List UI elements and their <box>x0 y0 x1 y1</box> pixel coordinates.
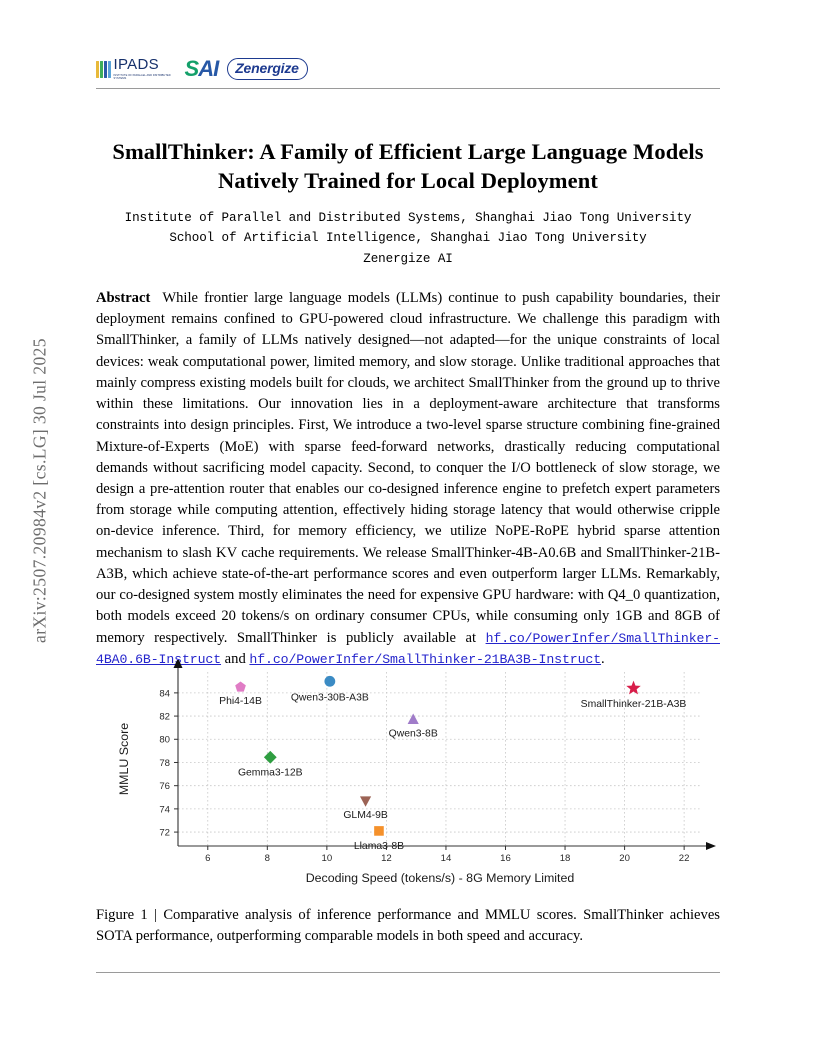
y-tick-label: 84 <box>159 688 170 699</box>
x-tick-label: 8 <box>265 853 270 864</box>
affiliation-line: Zenergize AI <box>363 251 453 266</box>
affiliations: Institute of Parallel and Distributed Sy… <box>96 208 720 269</box>
ipads-text: IPADS INSTITUTE OF PARALLEL AND DISTRIBU… <box>114 57 176 81</box>
figure-caption-prefix: Figure 1 | <box>96 907 164 923</box>
figure-caption: Figure 1 | Comparative analysis of infer… <box>96 905 720 946</box>
data-point-circle <box>324 675 336 687</box>
data-point-diamond <box>263 750 277 764</box>
scatter-chart: 6 8 10 12 14 16 18 20 22 72 74 76 78 80 82 84 Decoding S… <box>117 660 716 885</box>
data-point-group: SmallThinker-21B-A3B <box>581 680 687 710</box>
data-point-label: GLM4-9B <box>343 810 388 821</box>
data-point-label: Gemma3-12B <box>238 767 303 778</box>
data-point-square <box>374 826 384 836</box>
y-tick-label: 80 <box>159 735 170 746</box>
y-axis-arrow-icon <box>173 660 183 668</box>
x-tick-label: 18 <box>560 853 571 864</box>
y-tick-label: 82 <box>159 711 170 722</box>
figure-1: 6 8 10 12 14 16 18 20 22 72 74 76 78 80 82 84 Decoding S… <box>106 660 716 895</box>
y-axis-title: MMLU Score <box>117 723 131 795</box>
data-point-label: Qwen3-30B-A3B <box>291 692 369 703</box>
ipads-subtitle: INSTITUTE OF PARALLEL AND DISTRIBUTED SY… <box>113 73 171 81</box>
data-point-label: Qwen3-8B <box>389 729 438 740</box>
x-tick-label: 14 <box>441 853 452 864</box>
x-tick-label: 12 <box>381 853 392 864</box>
smallthinker-21b-link[interactable]: hf.co/PowerInfer/SmallThinker-21BA3B-Ins… <box>249 651 602 667</box>
arxiv-stamp: arXiv:2507.20984v2 [cs.LG] 30 Jul 2025 <box>29 338 50 643</box>
y-tick-label: 76 <box>159 781 170 792</box>
x-axis-title: Decoding Speed (tokens/s) - 8G Memory Li… <box>306 871 575 885</box>
data-point-group: Phi4-14B <box>219 681 262 707</box>
x-tick-label: 22 <box>679 853 690 864</box>
data-point-group: Qwen3-8B <box>389 713 438 740</box>
x-tick-label: 16 <box>500 853 511 864</box>
sai-logo-a: A <box>198 56 214 81</box>
zenergize-logo: Zenergize <box>227 57 308 81</box>
page-title: SmallThinker: A Family of Efficient Larg… <box>96 137 720 196</box>
header-divider <box>96 88 720 89</box>
data-point-group: GLM4-9B <box>343 796 388 821</box>
title-line-2: Natively Trained for Local Deployment <box>218 168 598 194</box>
figure-caption-text: Comparative analysis of inference perfor… <box>96 907 720 944</box>
title-line-1: SmallThinker: A Family of Efficient Larg… <box>112 139 704 164</box>
data-point-group: Gemma3-12B <box>238 750 303 778</box>
data-point-label: Llama3-8B <box>354 841 404 852</box>
page-column: IPADS INSTITUTE OF PARALLEL AND DISTRIBU… <box>96 0 720 1056</box>
abstract-section: Abstract While frontier large language mo… <box>96 288 720 670</box>
abstract-period: . <box>601 650 605 667</box>
data-point-label: SmallThinker-21B-A3B <box>581 699 687 710</box>
x-tick-label: 6 <box>205 853 210 864</box>
ipads-name: IPADS <box>113 56 159 74</box>
y-tick-label: 78 <box>159 758 170 769</box>
data-point-triangle-down <box>359 796 372 807</box>
sai-logo-i: I <box>213 56 219 81</box>
footer-divider <box>96 972 720 973</box>
data-point-pentagon <box>235 681 246 692</box>
abstract-body: While frontier large language models (LL… <box>96 290 720 646</box>
abstract-heading: Abstract <box>96 290 151 306</box>
data-point-triangle-up <box>407 713 419 724</box>
data-point-group: Llama3-8B <box>354 826 404 852</box>
x-axis-arrow-icon <box>706 842 716 850</box>
sai-logo: S A I <box>184 56 220 82</box>
affiliation-line: School of Artificial Intelligence, Shang… <box>169 231 647 246</box>
x-tick-label: 20 <box>619 853 630 864</box>
logo-band: IPADS INSTITUTE OF PARALLEL AND DISTRIBU… <box>96 55 720 83</box>
sai-logo-s: S <box>184 56 200 81</box>
data-point-star <box>626 680 641 695</box>
abstract-conjunction: and <box>221 650 250 667</box>
x-tick-label: 10 <box>322 853 333 864</box>
ipads-logo: IPADS INSTITUTE OF PARALLEL AND DISTRIBU… <box>96 57 176 81</box>
data-point-group: Qwen3-30B-A3B <box>291 675 369 703</box>
smallthinker-4b-link[interactable]: hf.co/PowerInfer/SmallThinker-4BA0.6B-In… <box>96 630 720 667</box>
ipads-bars-icon <box>96 60 111 78</box>
affiliation-line: Institute of Parallel and Distributed Sy… <box>124 211 692 225</box>
y-tick-label: 72 <box>159 827 170 838</box>
y-tick-label: 74 <box>159 804 170 815</box>
data-point-label: Phi4-14B <box>219 696 262 707</box>
